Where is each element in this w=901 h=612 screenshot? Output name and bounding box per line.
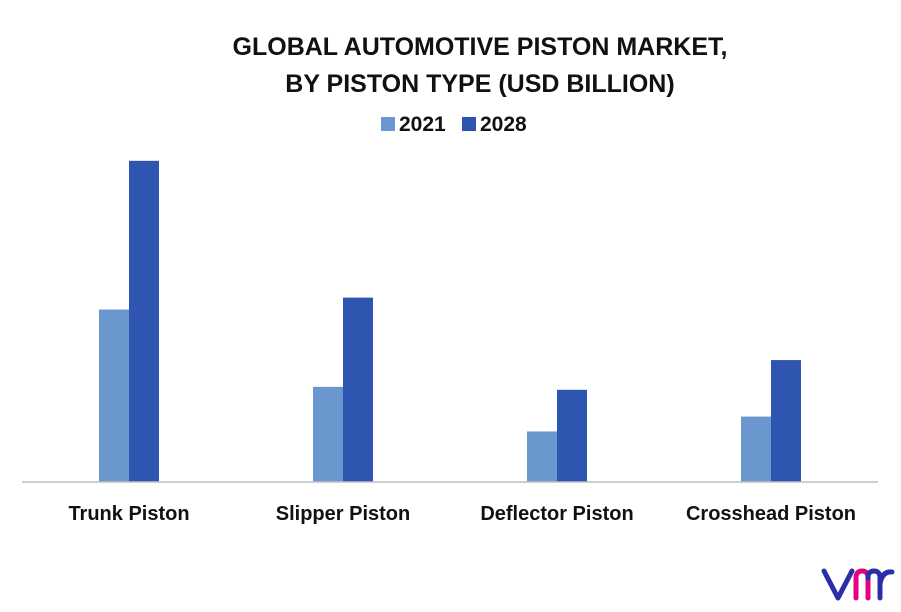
- chart-title-line-2: BY PISTON TYPE (USD BILLION): [285, 70, 674, 98]
- chart-title-line-1: GLOBAL AUTOMOTIVE PISTON MARKET,: [233, 33, 728, 61]
- bar-deflector-piston-2021: [527, 431, 557, 482]
- bar-trunk-piston-2028: [129, 160, 159, 483]
- legend-label-2028: 2028: [480, 113, 527, 136]
- bar-crosshead-piston-2021: [741, 416, 771, 482]
- legend-label-2021: 2021: [399, 113, 446, 136]
- x-tick-label: Slipper Piston: [276, 503, 410, 525]
- x-tick-label: Deflector Piston: [480, 503, 633, 525]
- legend-swatch-2021: [381, 117, 395, 131]
- x-tick-label: Trunk Piston: [68, 503, 189, 525]
- bar-crosshead-piston-2028: [771, 360, 801, 482]
- vmr-logo-icon: [821, 568, 895, 601]
- x-tick-labels: Trunk Piston Slipper Piston Deflector Pist…: [68, 503, 856, 525]
- bar-deflector-piston-2028: [557, 389, 587, 482]
- x-tick-label: Crosshead Piston: [686, 503, 856, 525]
- bar-trunk-piston-2021: [99, 309, 129, 482]
- bars-group: [99, 160, 801, 483]
- bar-slipper-piston-2021: [313, 386, 343, 482]
- bar-slipper-piston-2028: [343, 297, 373, 482]
- legend-swatch-2028: [462, 117, 476, 131]
- legend: 2021 2028: [381, 113, 527, 136]
